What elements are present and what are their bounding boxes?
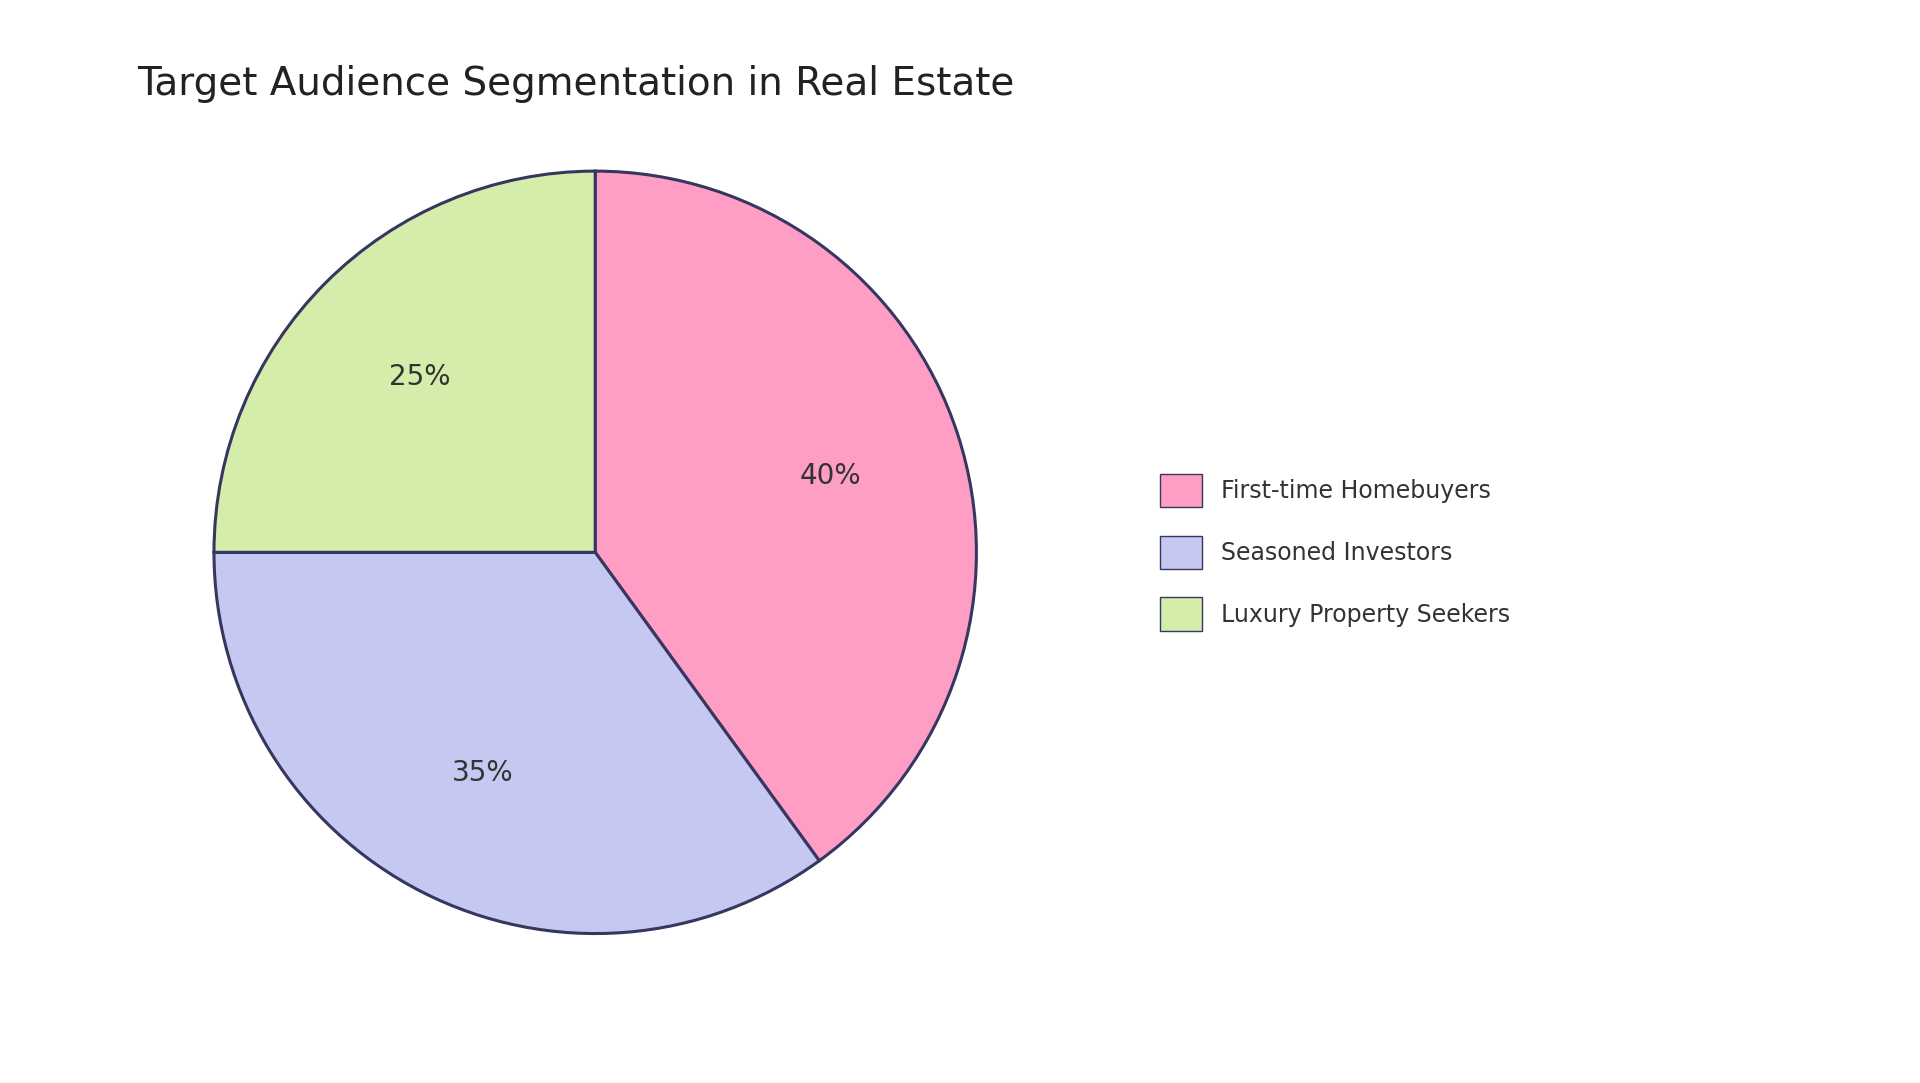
Wedge shape: [213, 171, 595, 552]
Wedge shape: [595, 171, 977, 861]
Text: Target Audience Segmentation in Real Estate: Target Audience Segmentation in Real Est…: [138, 65, 1014, 103]
Wedge shape: [213, 552, 820, 934]
Text: 40%: 40%: [801, 461, 862, 490]
Text: 25%: 25%: [390, 363, 451, 391]
Text: 35%: 35%: [451, 759, 513, 787]
Legend: First-time Homebuyers, Seasoned Investors, Luxury Property Seekers: First-time Homebuyers, Seasoned Investor…: [1160, 474, 1511, 630]
